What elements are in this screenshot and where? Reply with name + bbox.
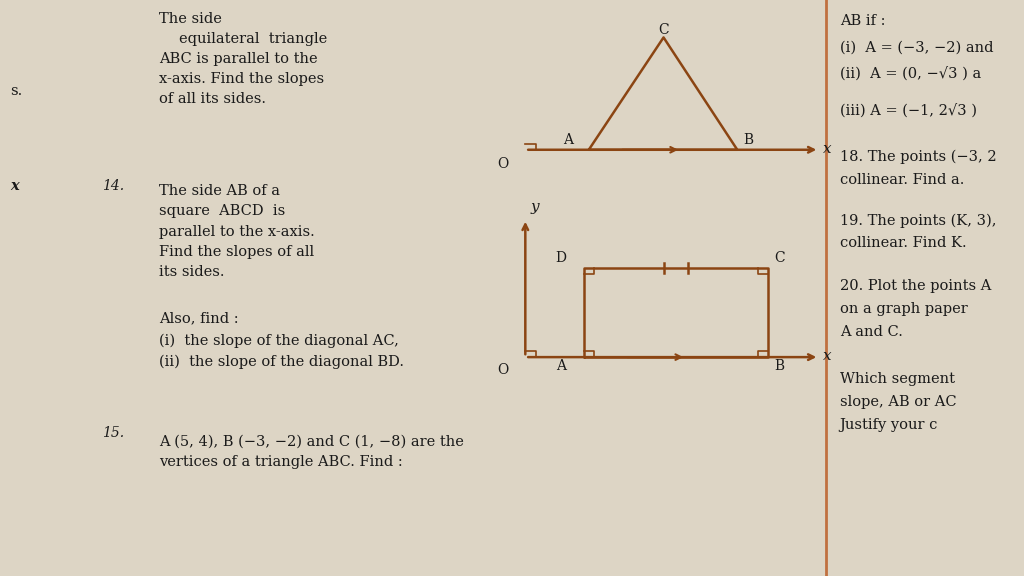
Text: collinear. Find K.: collinear. Find K.: [840, 236, 967, 250]
Text: 15.: 15.: [102, 426, 125, 440]
Text: The side: The side: [159, 12, 221, 25]
Text: O: O: [498, 363, 509, 377]
Text: equilateral  triangle: equilateral triangle: [179, 32, 328, 46]
Text: square  ABCD  is: square ABCD is: [159, 204, 285, 218]
Text: (iii) A = (−1, 2√3 ): (iii) A = (−1, 2√3 ): [840, 104, 977, 118]
Text: C: C: [774, 251, 784, 265]
Text: A: A: [556, 359, 566, 373]
Text: its sides.: its sides.: [159, 265, 224, 279]
Text: Which segment: Which segment: [840, 372, 954, 385]
Text: x-axis. Find the slopes: x-axis. Find the slopes: [159, 72, 324, 86]
Text: AB if :: AB if :: [840, 14, 885, 28]
Text: ABC is parallel to the: ABC is parallel to the: [159, 52, 317, 66]
Text: on a graph paper: on a graph paper: [840, 302, 968, 316]
Text: (i)  the slope of the diagonal AC,: (i) the slope of the diagonal AC,: [159, 334, 398, 348]
Text: The side AB of a: The side AB of a: [159, 184, 280, 198]
Text: x: x: [823, 142, 831, 156]
Text: of all its sides.: of all its sides.: [159, 92, 265, 106]
Text: slope, AB or AC: slope, AB or AC: [840, 395, 956, 408]
Text: x: x: [10, 179, 19, 192]
Text: B: B: [743, 134, 754, 147]
Text: O: O: [498, 157, 509, 170]
Text: (i)  A = (−3, −2) and: (i) A = (−3, −2) and: [840, 40, 993, 54]
Text: Justify your c: Justify your c: [840, 418, 938, 431]
Text: A and C.: A and C.: [840, 325, 902, 339]
Text: B: B: [774, 359, 784, 373]
Text: x: x: [823, 349, 831, 363]
Text: (ii)  A = (0, −√3 ) a: (ii) A = (0, −√3 ) a: [840, 66, 981, 81]
Text: collinear. Find a.: collinear. Find a.: [840, 173, 964, 187]
Text: Find the slopes of all: Find the slopes of all: [159, 245, 313, 259]
Text: 20. Plot the points A: 20. Plot the points A: [840, 279, 991, 293]
Text: C: C: [658, 23, 669, 37]
Text: parallel to the x-axis.: parallel to the x-axis.: [159, 225, 314, 238]
Text: vertices of a triangle ABC. Find :: vertices of a triangle ABC. Find :: [159, 455, 402, 469]
Text: A: A: [563, 134, 573, 147]
Text: 19. The points (K, 3),: 19. The points (K, 3),: [840, 213, 996, 228]
Text: A (5, 4), B (−3, −2) and C (1, −8) are the: A (5, 4), B (−3, −2) and C (1, −8) are t…: [159, 435, 464, 449]
Text: y: y: [530, 200, 539, 214]
Text: s.: s.: [10, 84, 23, 97]
Text: 18. The points (−3, 2: 18. The points (−3, 2: [840, 150, 996, 164]
Text: Also, find :: Also, find :: [159, 311, 239, 325]
Text: D: D: [555, 251, 566, 265]
Text: 14.: 14.: [102, 179, 125, 192]
Text: (ii)  the slope of the diagonal BD.: (ii) the slope of the diagonal BD.: [159, 354, 403, 369]
